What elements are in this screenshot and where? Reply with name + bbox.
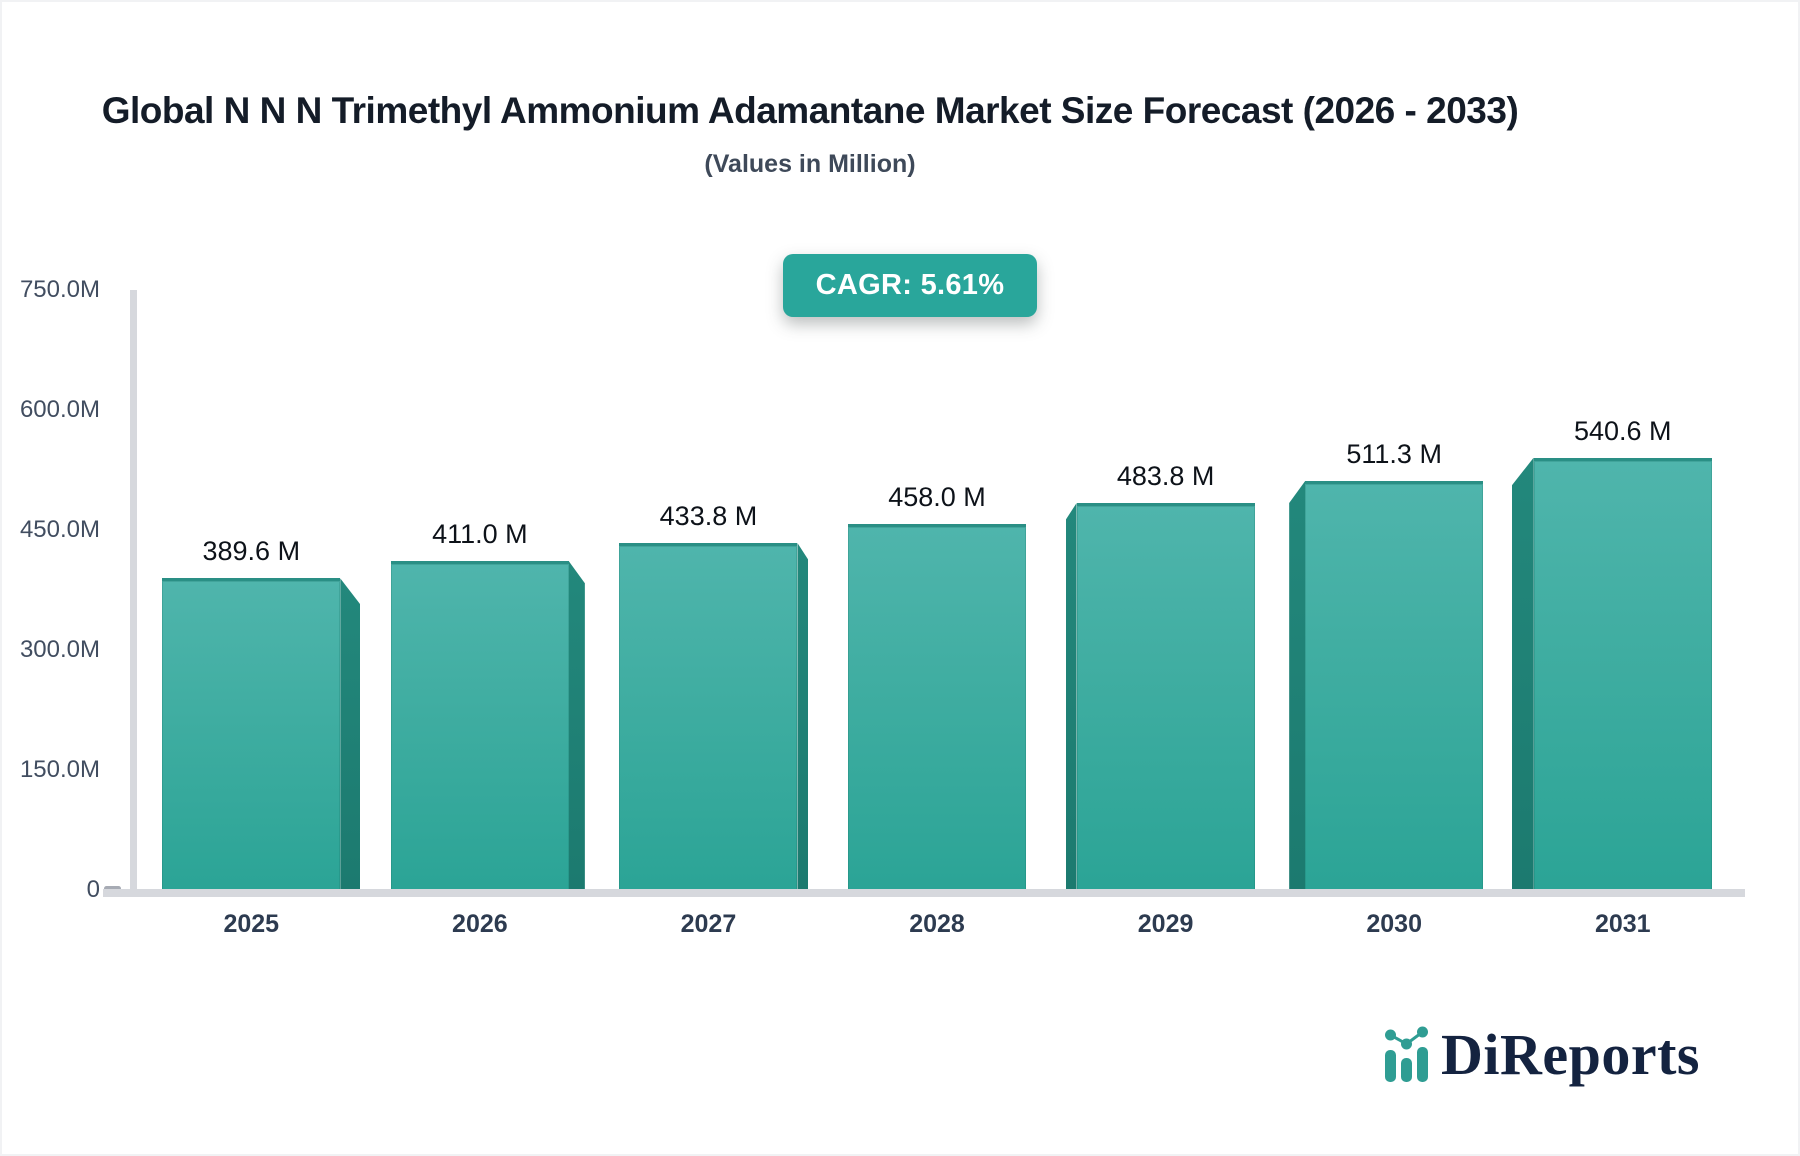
badge-row: CAGR: 5.61% [0, 254, 1800, 317]
bar-3d-side [568, 561, 585, 890]
bar-face [619, 542, 798, 890]
bar-3d-side [1065, 502, 1077, 890]
y-tick-label: 150.0M [19, 756, 100, 783]
y-tick-label: 450.0M [19, 516, 100, 543]
bar-2028: 458.0 M [848, 482, 1027, 890]
bar-slot-2031: 540.6 M [1508, 290, 1737, 890]
x-axis-line [103, 889, 1745, 897]
bar-slot-2026: 411.0 M [366, 290, 595, 890]
bar-2026: 411.0 M [390, 519, 585, 890]
x-axis-labels: 2025 2026 2027 2028 2029 2030 2031 [137, 910, 1737, 939]
chart-subtitle: (Values in Million) [704, 150, 916, 178]
bar-value-label: 483.8 M [1116, 460, 1215, 491]
bar-slot-2029: 483.8 M [1051, 290, 1280, 890]
zero-tick-mark [104, 886, 121, 891]
bar-face [1076, 502, 1255, 890]
x-axis-label-2029: 2029 [1137, 910, 1194, 938]
bar-value-label: 511.3 M [1346, 438, 1442, 469]
bar-face [1533, 457, 1712, 890]
bar-2027: 433.8 M [619, 501, 809, 890]
x-axis-label-2030: 2030 [1366, 910, 1422, 938]
chart-header: Global N N N Trimethyl Ammonium Adamanta… [0, 90, 1620, 179]
bar-value-label: 411.0 M [432, 519, 528, 550]
bar-slot-2030: 511.3 M [1280, 290, 1509, 890]
bar-3d-side [1289, 480, 1306, 890]
bar-3d-side [1511, 457, 1534, 890]
y-axis: 750.0M 600.0M 450.0M 300.0M 150.0M 0 [0, 276, 100, 903]
bar-value-label: 433.8 M [659, 500, 758, 531]
bar-face [1305, 480, 1484, 890]
bar-2025: 389.6 M [162, 536, 361, 890]
y-tick-label: 300.0M [19, 636, 100, 663]
bar-3d-side [340, 578, 361, 890]
x-axis-label-2025: 2025 [223, 910, 280, 938]
bar-slot-2027: 433.8 M [594, 290, 823, 890]
y-axis-line [130, 290, 137, 893]
y-tick-label: 750.0M [19, 276, 100, 303]
logo-text: DiReports [1440, 1022, 1700, 1087]
x-axis-label-2031: 2031 [1594, 910, 1651, 938]
cagr-badge: CAGR: 5.61% [782, 254, 1038, 317]
direports-logo: DiReports [1381, 1024, 1700, 1084]
bar-face [162, 578, 341, 890]
bar-face [848, 523, 1027, 890]
plot-area: 389.6 M 411.0 M 433.8 M 458.0 M 483.8 M 511.3… [137, 290, 1737, 890]
bar-slot-2028: 458.0 M [823, 290, 1052, 890]
y-tick-label: 0 [86, 876, 100, 903]
bar-2031: 540.6 M [1511, 416, 1712, 890]
bar-face [390, 561, 569, 890]
bar-chart-icon [1384, 1026, 1428, 1082]
bar-value-label: 458.0 M [888, 481, 986, 512]
bar-3d-side [797, 542, 809, 890]
bar-value-label: 540.6 M [1573, 415, 1672, 446]
bar-slot-2025: 389.6 M [137, 290, 366, 890]
bar-value-label: 389.6 M [202, 536, 301, 567]
bar-2029: 483.8 M [1065, 461, 1255, 890]
x-axis-label-2028: 2028 [909, 910, 965, 938]
y-tick-label: 600.0M [19, 396, 100, 423]
x-axis-label-2026: 2026 [452, 910, 508, 938]
x-axis-label-2027: 2027 [680, 910, 737, 938]
bar-2030: 511.3 M [1289, 439, 1484, 890]
chart-title: Global N N N Trimethyl Ammonium Adamanta… [101, 90, 1519, 131]
